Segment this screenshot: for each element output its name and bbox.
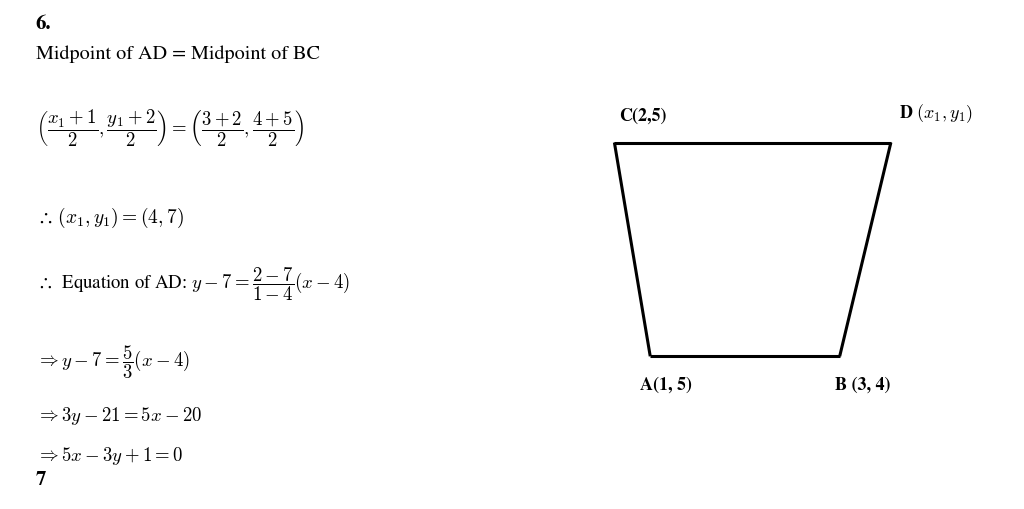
Text: D $(x_1, y_1)$: D $(x_1, y_1)$ xyxy=(899,102,973,125)
Text: 7: 7 xyxy=(36,471,46,489)
Text: $\therefore\,(x_1,y_1)=(4,7)$: $\therefore\,(x_1,y_1)=(4,7)$ xyxy=(36,206,183,230)
Text: A(1, 5): A(1, 5) xyxy=(640,377,692,393)
Text: $\Rightarrow 5x-3y+1=0$: $\Rightarrow 5x-3y+1=0$ xyxy=(36,445,183,467)
Text: B (3, 4): B (3, 4) xyxy=(835,377,890,393)
Text: $\Rightarrow y-7=\dfrac{5}{3}(x-4)$: $\Rightarrow y-7=\dfrac{5}{3}(x-4)$ xyxy=(36,344,189,381)
Text: $\left(\dfrac{x_1+1}{2},\dfrac{y_1+2}{2}\right)=\left(\dfrac{3+2}{2},\dfrac{4+5}: $\left(\dfrac{x_1+1}{2},\dfrac{y_1+2}{2}… xyxy=(36,107,304,149)
Text: $\Rightarrow 3y-21=5x-20$: $\Rightarrow 3y-21=5x-20$ xyxy=(36,405,202,427)
Text: Midpoint of AD = Midpoint of BC: Midpoint of AD = Midpoint of BC xyxy=(36,46,319,64)
Text: 6.: 6. xyxy=(36,15,51,33)
Text: $\therefore\,$ Equation of AD: $y-7=\dfrac{2-7}{1-4}(x-4)$: $\therefore\,$ Equation of AD: $y-7=\dfr… xyxy=(36,265,350,302)
Text: C(2,5): C(2,5) xyxy=(620,108,667,125)
